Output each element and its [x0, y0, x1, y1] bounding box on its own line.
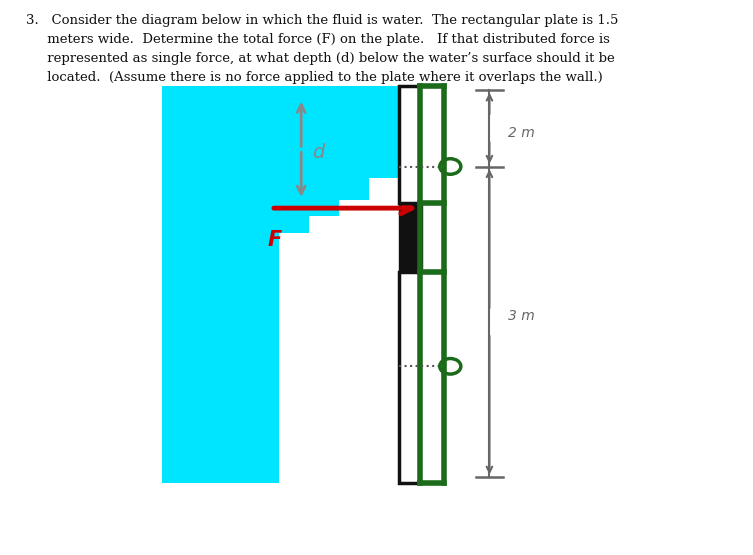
- Polygon shape: [162, 86, 399, 483]
- Bar: [399, 86, 422, 483]
- Bar: [422, 88, 442, 201]
- Bar: [399, 86, 420, 203]
- Text: 2 m: 2 m: [508, 126, 535, 140]
- Bar: [422, 274, 442, 481]
- Text: 3.   Consider the diagram below in which the fluid is water.  The rectangular pl: 3. Consider the diagram below in which t…: [26, 14, 619, 84]
- Bar: [399, 272, 420, 483]
- Text: F: F: [267, 230, 282, 250]
- Text: 3 m: 3 m: [508, 309, 535, 324]
- Text: d: d: [312, 143, 325, 162]
